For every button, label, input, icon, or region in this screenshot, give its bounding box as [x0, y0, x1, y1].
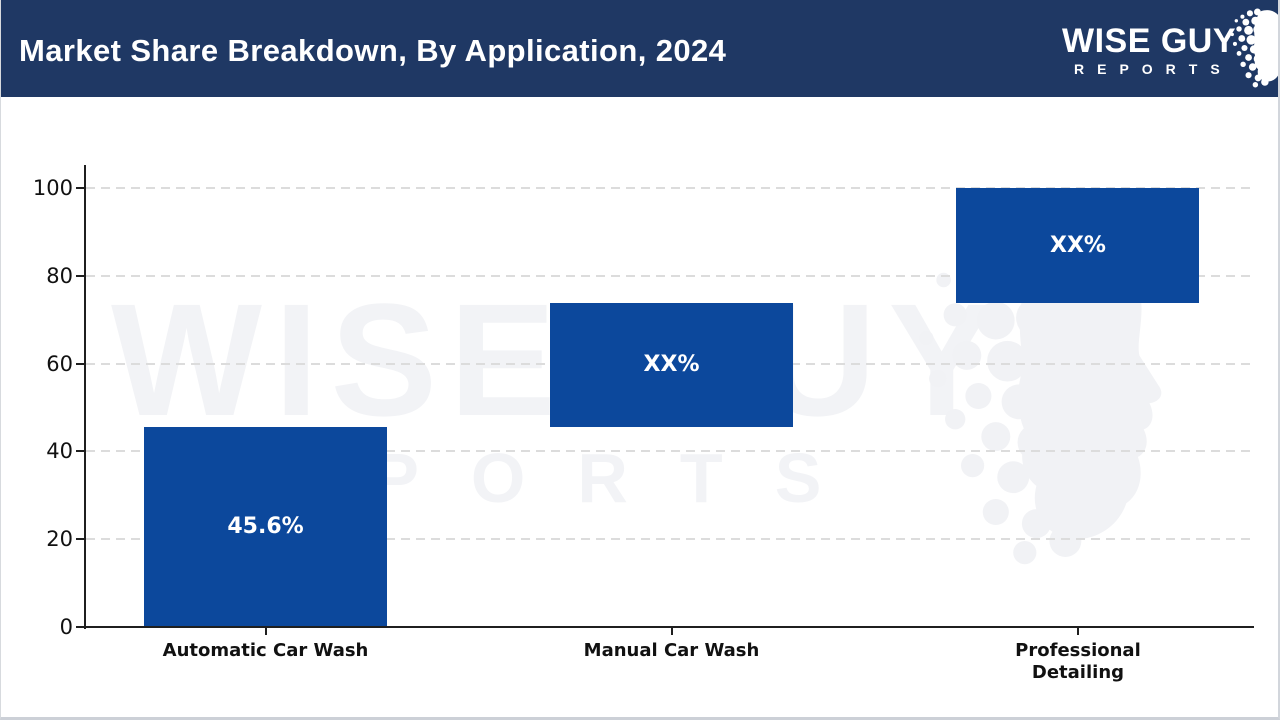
y-tick-0	[76, 626, 84, 628]
bar-value-label: XX%	[643, 352, 700, 378]
bar-manual-car-wash: XX%	[550, 302, 794, 427]
y-label-0: 0	[59, 615, 73, 639]
y-label-40: 40	[46, 439, 73, 464]
logo-sub-text: REPORTS	[1074, 61, 1233, 77]
wiseguy-logo: WISE GUY REPORTS	[1030, 0, 1278, 97]
x-label-professional-detailing: Professional Detailing	[1015, 640, 1141, 683]
x-tick-manual-car-wash	[670, 627, 673, 635]
y-label-60: 60	[46, 351, 73, 376]
x-axis-line	[84, 626, 1254, 628]
bar-automatic-car-wash: 45.6%	[144, 426, 388, 627]
x-tick-professional-detailing	[1076, 627, 1079, 635]
bar-value-label: XX%	[1049, 232, 1106, 258]
bar-professional-detailing: XX%	[956, 187, 1200, 303]
x-label-automatic-car-wash: Automatic Car Wash	[162, 640, 369, 661]
x-tick-automatic-car-wash	[264, 627, 267, 635]
x-label-manual-car-wash: Manual Car Wash	[583, 640, 760, 661]
y-axis-line	[84, 165, 86, 629]
y-label-100: 100	[32, 175, 73, 200]
gridline-80	[86, 274, 1254, 277]
gridline-40	[86, 450, 1254, 453]
y-label-20: 20	[46, 527, 73, 552]
logo-name-text: WISE GUY	[1062, 22, 1237, 60]
y-tick-40	[76, 450, 84, 453]
page-title: Market Share Breakdown, By Application, …	[19, 33, 727, 68]
y-label-80: 80	[46, 263, 73, 288]
y-tick-80	[76, 274, 84, 277]
wiseguy-face-logo-icon	[1230, 8, 1278, 88]
bar-value-label: 45.6%	[227, 514, 304, 540]
gridline-100	[86, 186, 1254, 189]
gridline-20	[86, 538, 1254, 541]
y-tick-60	[76, 362, 84, 365]
y-tick-100	[76, 186, 84, 189]
header-bar: Market Share Breakdown, By Application, …	[1, 0, 1278, 97]
y-tick-20	[76, 538, 84, 541]
